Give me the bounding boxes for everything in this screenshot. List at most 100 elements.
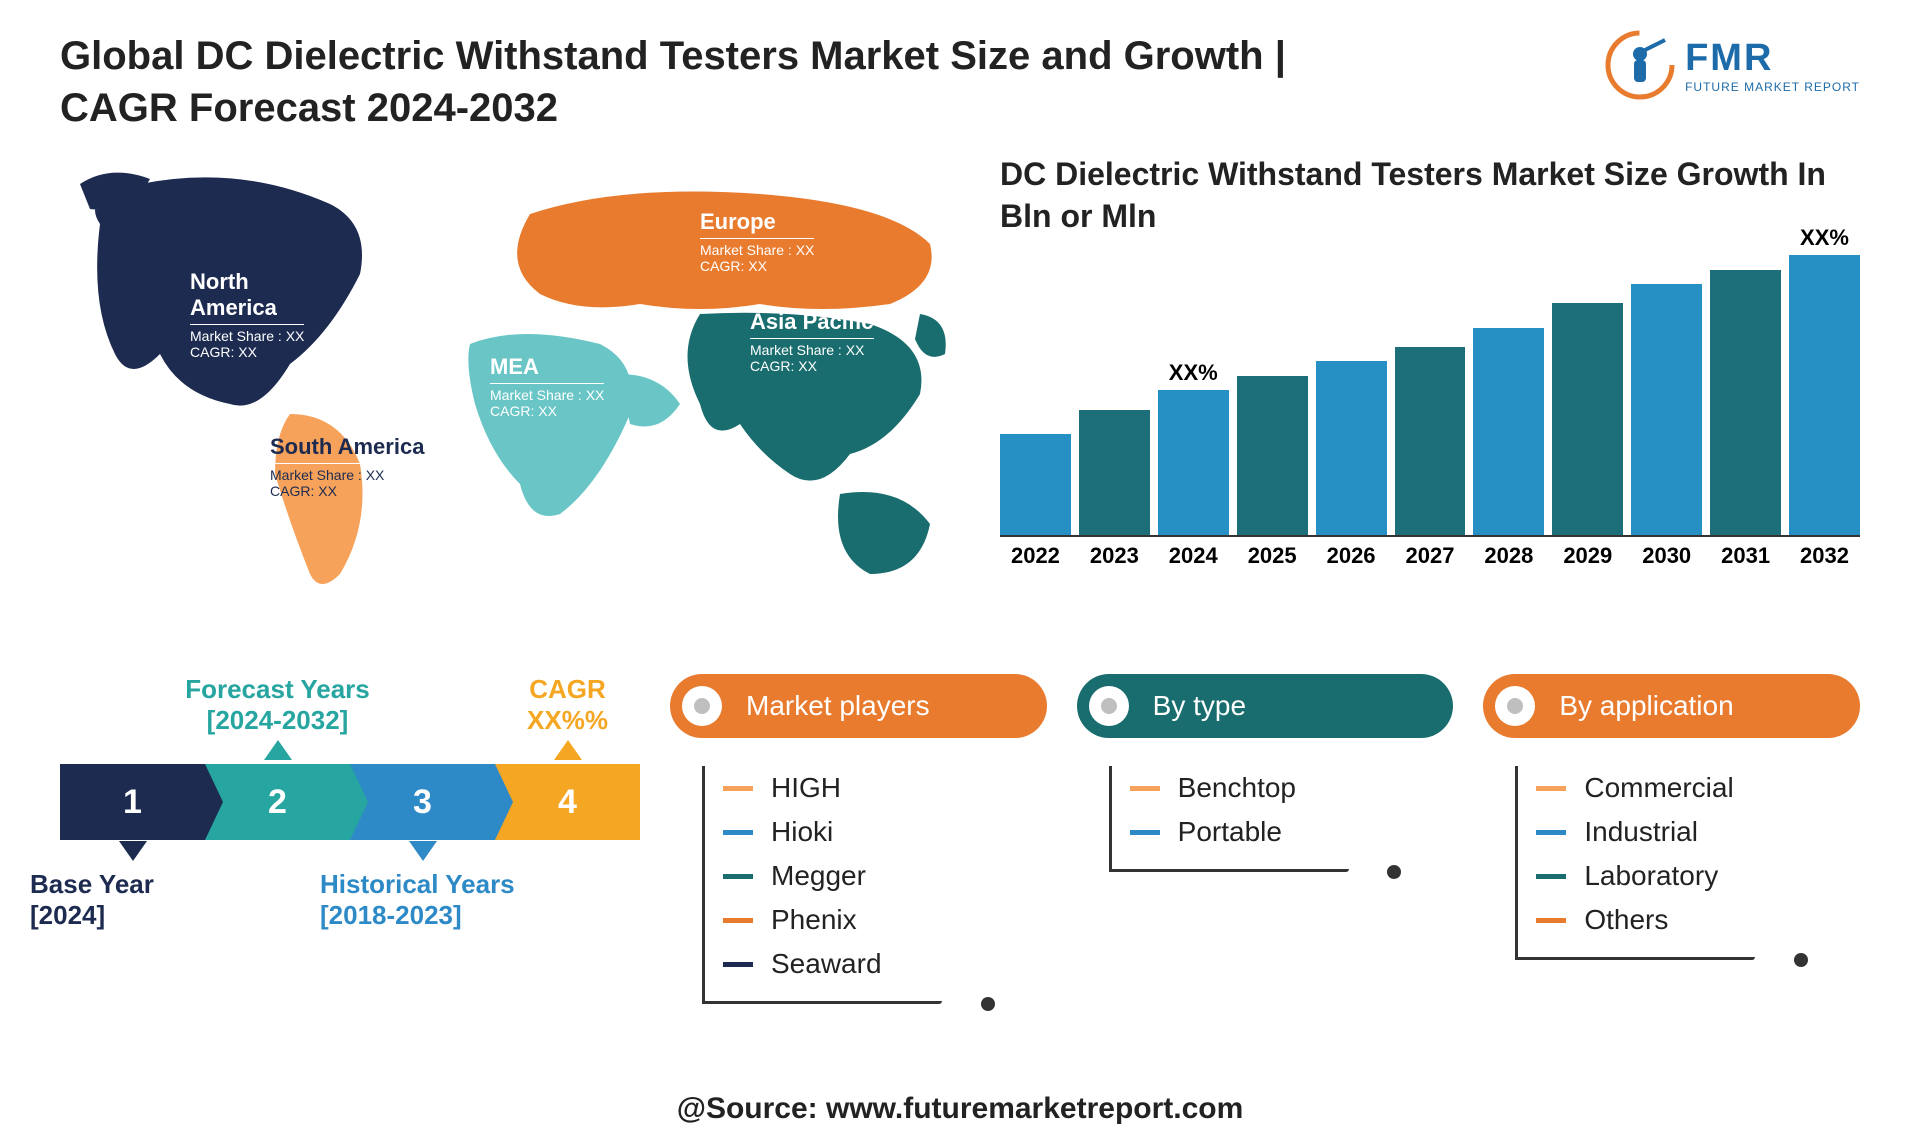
segment-columns: Market players HIGH Hioki Megger Phenix Seawa…: [670, 674, 1860, 1002]
bar-year-label: 2022: [1011, 543, 1060, 569]
segment-pill: By application: [1483, 674, 1860, 738]
bar-rect: XX%: [1158, 390, 1229, 535]
bar-year-label: 2028: [1484, 543, 1533, 569]
bar-2026: 2026: [1316, 361, 1387, 535]
tick-icon: [723, 962, 753, 967]
region-label-ap: Asia PacificMarket Share : XXCAGR: XX: [750, 309, 874, 374]
bar-rect: [1710, 270, 1781, 536]
bar-year-label: 2027: [1406, 543, 1455, 569]
bar-year-label: 2024: [1169, 543, 1218, 569]
segment-list: HIGH Hioki Megger Phenix Seaward: [702, 766, 1047, 1002]
bar-2024: XX%2024: [1158, 390, 1229, 535]
timeline-top-label: CAGRXX%%: [455, 674, 680, 736]
timeline-track: 1234: [60, 764, 640, 840]
bar-rect: [1079, 410, 1150, 536]
bar-2025: 2025: [1237, 376, 1308, 535]
bar-year-label: 2031: [1721, 543, 1770, 569]
segment-list: Commercial Industrial Laboratory Others: [1515, 766, 1860, 958]
segment-pill-title: By application: [1559, 690, 1733, 722]
bar-rect: [1552, 303, 1623, 535]
region-label-na: NorthAmericaMarket Share : XXCAGR: XX: [190, 269, 304, 360]
pointer-down-icon: [119, 841, 147, 861]
bar-2030: 2030: [1631, 284, 1702, 535]
bar-chart-bars: 20222023XX%20242025202620272028202920302…: [1000, 247, 1860, 537]
timeline-segment-4: 4: [495, 764, 640, 840]
list-item: Industrial: [1518, 810, 1860, 854]
timeline-bottom-label: Historical Years[2018-2023]: [320, 869, 565, 931]
list-item: Commercial: [1518, 766, 1860, 810]
tick-icon: [723, 918, 753, 923]
bar-year-label: 2023: [1090, 543, 1139, 569]
list-item: Seaward: [705, 942, 1047, 986]
list-item: Portable: [1112, 810, 1454, 854]
tick-icon: [1536, 830, 1566, 835]
page-title: Global DC Dielectric Withstand Testers M…: [60, 30, 1360, 134]
top-row: NorthAmericaMarket Share : XXCAGR: XXSou…: [60, 154, 1860, 594]
tick-icon: [1536, 918, 1566, 923]
bar-rect: [1473, 328, 1544, 536]
header: Global DC Dielectric Withstand Testers M…: [60, 30, 1860, 134]
bar-2032: XX%2032: [1789, 255, 1860, 535]
list-item-label: Hioki: [771, 816, 833, 848]
list-item: Phenix: [705, 898, 1047, 942]
pointer-up-icon: [264, 740, 292, 760]
list-item: Megger: [705, 854, 1047, 898]
bar-2029: 2029: [1552, 303, 1623, 535]
world-map: NorthAmericaMarket Share : XXCAGR: XXSou…: [60, 154, 970, 594]
bar-year-label: 2032: [1800, 543, 1849, 569]
list-item-label: Seaward: [771, 948, 882, 980]
tick-icon: [723, 786, 753, 791]
pointer-down-icon: [409, 841, 437, 861]
list-item-label: Portable: [1178, 816, 1282, 848]
source-attribution: @Source: www.futuremarketreport.com: [60, 1092, 1860, 1126]
bar-annotation: XX%: [1800, 225, 1849, 251]
bar-year-label: 2029: [1563, 543, 1612, 569]
bar-rect: [1631, 284, 1702, 535]
list-item: Laboratory: [1518, 854, 1860, 898]
bar-year-label: 2030: [1642, 543, 1691, 569]
list-item-label: Megger: [771, 860, 866, 892]
dot-icon: [682, 686, 722, 726]
bar-year-label: 2025: [1248, 543, 1297, 569]
bar-rect: [1237, 376, 1308, 535]
chart-title: DC Dielectric Withstand Testers Market S…: [1000, 154, 1860, 237]
segment-col-2: By application Commercial Industrial Labora…: [1483, 674, 1860, 1002]
list-item-label: Commercial: [1584, 772, 1733, 804]
segment-list: Benchtop Portable: [1109, 766, 1454, 870]
segment-pill-title: Market players: [746, 690, 930, 722]
bottom-row: Forecast Years[2024-2032] CAGRXX%% 1234 B…: [60, 674, 1860, 1002]
list-item-label: Others: [1584, 904, 1668, 936]
bar-2023: 2023: [1079, 410, 1150, 536]
list-item: Hioki: [705, 810, 1047, 854]
timeline: Forecast Years[2024-2032]CAGRXX%% 1234 B…: [60, 674, 640, 840]
list-item-label: Industrial: [1584, 816, 1698, 848]
tick-icon: [1130, 830, 1160, 835]
logo-text-main: FMR: [1685, 37, 1860, 80]
bar-annotation: XX%: [1169, 360, 1218, 386]
dot-icon: [1495, 686, 1535, 726]
tick-icon: [723, 874, 753, 879]
region-label-mea: MEAMarket Share : XXCAGR: XX: [490, 354, 604, 419]
pointer-up-icon: [554, 740, 582, 760]
list-item-label: Phenix: [771, 904, 857, 936]
bar-rect: [1316, 361, 1387, 535]
bar-rect: [1000, 434, 1071, 535]
tick-icon: [1536, 874, 1566, 879]
segment-pill-title: By type: [1153, 690, 1246, 722]
logo-text-sub: FUTURE MARKET REPORT: [1685, 80, 1860, 94]
timeline-top-label: Forecast Years[2024-2032]: [165, 674, 390, 736]
timeline-segment-2: 2: [205, 764, 350, 840]
bar-2022: 2022: [1000, 434, 1071, 535]
bar-chart: DC Dielectric Withstand Testers Market S…: [1000, 154, 1860, 594]
segment-pill: By type: [1077, 674, 1454, 738]
list-item: Benchtop: [1112, 766, 1454, 810]
timeline-segment-1: 1: [60, 764, 205, 840]
timeline-bottom-label: Base Year[2024]: [30, 869, 275, 931]
segment-col-0: Market players HIGH Hioki Megger Phenix Seawa…: [670, 674, 1047, 1002]
bar-2027: 2027: [1395, 347, 1466, 535]
region-label-eu: EuropeMarket Share : XXCAGR: XX: [700, 209, 814, 274]
bar-2028: 2028: [1473, 328, 1544, 536]
list-item-label: HIGH: [771, 772, 841, 804]
list-item-label: Benchtop: [1178, 772, 1296, 804]
list-item: HIGH: [705, 766, 1047, 810]
